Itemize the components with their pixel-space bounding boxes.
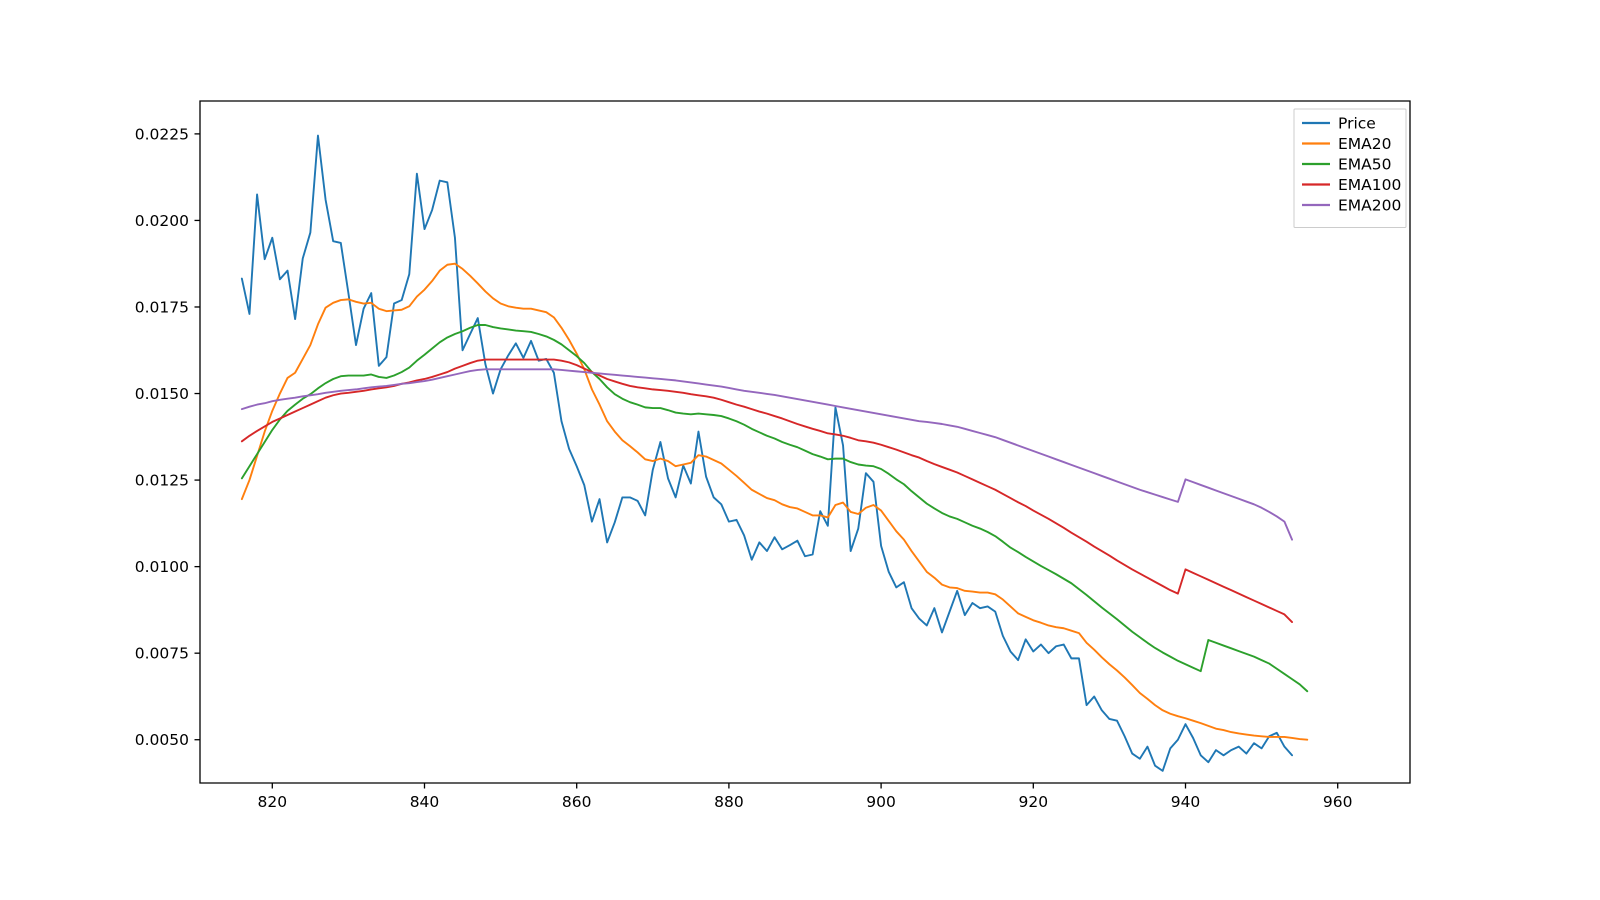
x-tick-label: 880 (714, 793, 744, 811)
y-axis-ticks: 0.0050 0.0075 0.0100 0.0125 0.0150 0.0175 0.02… (135, 125, 200, 749)
legend-frame (1293, 108, 1407, 228)
x-tick-label: 940 (1171, 793, 1201, 811)
x-tick-label: 860 (562, 793, 592, 811)
legend-label-ema50: EMA50 (1338, 156, 1392, 174)
legend-label-ema100: EMA100 (1338, 176, 1401, 194)
legend-label-ema20: EMA20 (1338, 135, 1392, 153)
legend-label-ema200: EMA200 (1338, 197, 1401, 215)
y-tick-label: 0.0150 (135, 385, 189, 403)
series-line-ema20 (240, 262, 1309, 741)
y-tick-label: 0.0050 (135, 731, 189, 749)
x-tick-label: 840 (410, 793, 440, 811)
x-axis-ticks: 820 840 860 880 900 920 940 960 (257, 783, 1353, 811)
x-tick-label: 820 (257, 793, 287, 811)
y-tick-label: 0.0125 (135, 472, 189, 490)
y-tick-label: 0.0100 (135, 558, 189, 576)
axes-spines (199, 100, 1411, 784)
y-tick-label: 0.0075 (135, 645, 189, 663)
series-line-ema200 (240, 368, 1293, 541)
x-tick-label: 920 (1019, 793, 1049, 811)
series-line-ema100 (240, 358, 1293, 623)
series-line-ema50 (240, 324, 1309, 693)
data-series-group (240, 134, 1309, 772)
legend-label-price: Price (1338, 115, 1376, 133)
y-tick-label: 0.0225 (135, 125, 189, 143)
y-tick-label: 0.0175 (135, 298, 189, 316)
x-tick-label: 960 (1323, 793, 1353, 811)
plot-frame (199, 100, 1411, 784)
x-tick-label: 900 (866, 793, 896, 811)
chart-legend[interactable]: Price EMA20 EMA50 EMA100 EMA200 (1293, 108, 1407, 228)
series-line-price (240, 134, 1293, 772)
y-tick-label: 0.0200 (135, 212, 189, 230)
